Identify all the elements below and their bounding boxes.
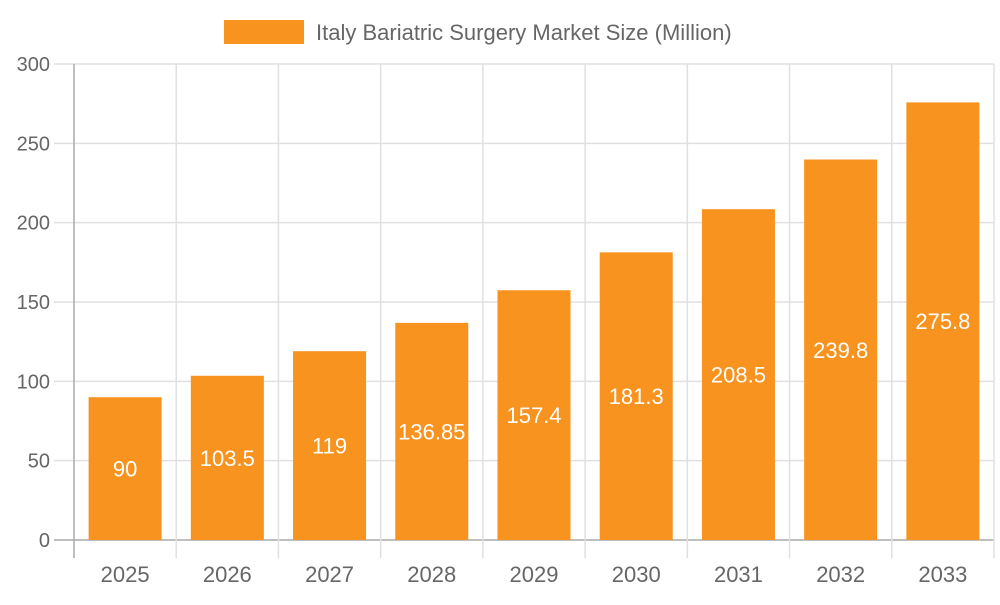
x-tick-label: 2032 [816,562,865,587]
data-label: 103.5 [200,446,255,471]
bar [804,159,878,540]
data-label: 208.5 [711,363,766,388]
data-label: 181.3 [609,384,664,409]
x-tick-label: 2030 [612,562,661,587]
bars: 90 103.5 119 136.85 157.4 181.3 208.5 239.8 275.… [88,102,980,540]
data-label: 239.8 [813,338,868,363]
data-label: 136.85 [398,419,465,444]
x-tick-label: 2026 [203,562,252,587]
y-axis: 0 50 100 150 200 250 300 [17,54,50,552]
x-tick-label: 2027 [305,562,354,587]
bar [190,375,264,540]
x-tick-label: 2029 [510,562,559,587]
x-tick-label: 2025 [101,562,150,587]
x-tick-label: 2031 [714,562,763,587]
data-label: 90 [113,457,137,482]
x-axis: 2025 2026 2027 2028 2029 2030 2031 2032 2033 [101,562,968,587]
y-tick-label: 50 [28,451,50,473]
grid [54,63,995,558]
y-tick-label: 300 [17,54,50,76]
y-tick-label: 250 [17,133,50,155]
legend-swatch [224,20,304,44]
x-tick-label: 2033 [918,562,967,587]
x-tick-label: 2028 [407,562,456,587]
bar [906,102,980,540]
data-label: 119 [312,434,347,459]
legend[interactable]: Italy Bariatric Surgery Market Size (Mil… [224,20,732,45]
y-tick-label: 200 [17,213,50,235]
bar [701,209,775,540]
data-label: 275.8 [915,309,970,334]
data-label: 157.4 [506,403,561,428]
y-tick-label: 150 [17,292,50,314]
bar [395,322,469,540]
bar [599,252,673,540]
y-tick-label: 0 [39,530,50,552]
bar [88,397,162,540]
legend-label: Italy Bariatric Surgery Market Size (Mil… [316,20,732,45]
y-tick-label: 100 [17,371,50,393]
bar [293,351,367,540]
bar [497,290,571,540]
